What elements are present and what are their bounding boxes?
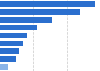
Bar [0,41,23,46]
Bar [0,9,80,15]
Bar [0,17,52,23]
Bar [0,48,19,54]
Bar [0,56,16,62]
Bar [0,33,27,38]
Bar [0,64,8,70]
Bar [0,1,95,7]
Bar [0,25,37,30]
